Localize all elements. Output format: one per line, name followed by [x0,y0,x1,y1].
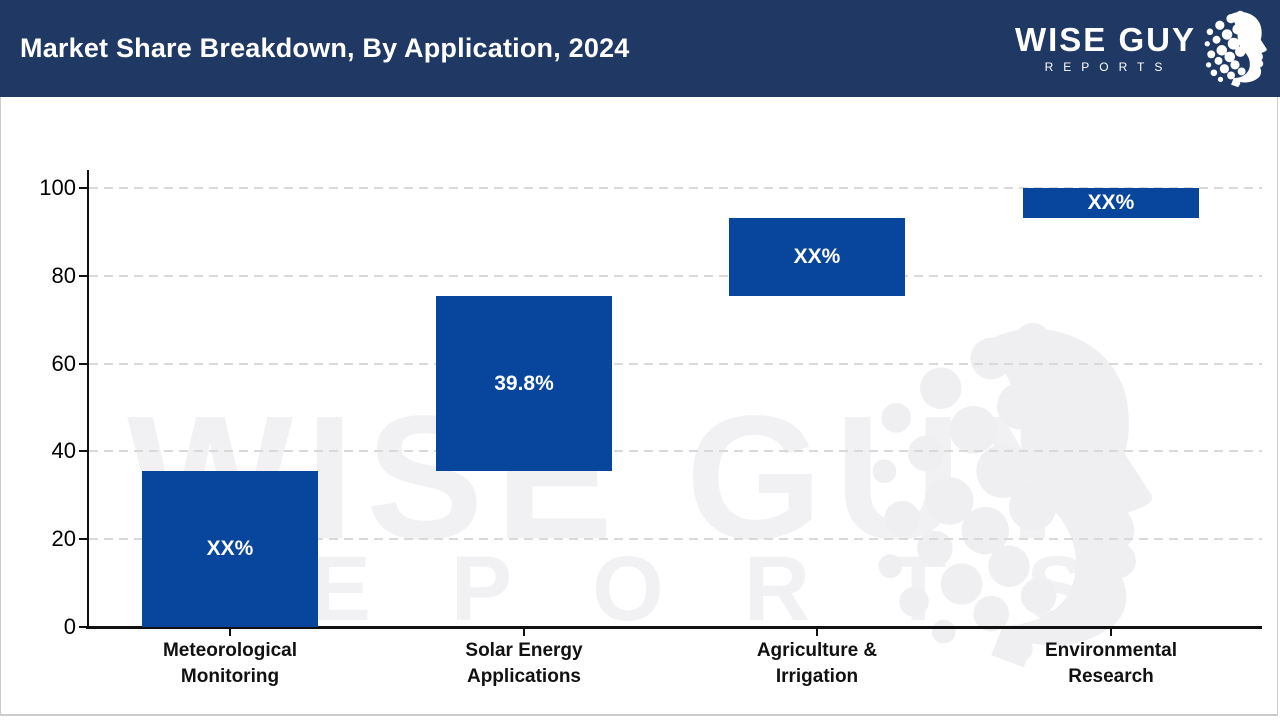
page-title: Market Share Breakdown, By Application, … [20,33,630,63]
x-category-label-line: Applications [466,666,581,687]
bar-value-label: XX% [793,245,841,269]
x-tick-mark [816,629,818,636]
bar-value-label: XX% [206,537,254,561]
y-axis-line [87,170,89,629]
logo-wordmark: WISE GUY REPORTS [1014,21,1196,75]
y-tick-label: 40 [51,438,76,464]
y-gridline [89,187,1262,189]
waterfall-bar: XX% [1023,188,1199,219]
y-gridline [89,274,1262,277]
x-tick-mark [1110,629,1112,636]
waterfall-bar: XX% [142,471,318,627]
y-tick-label: 80 [51,262,76,288]
y-tick-label: 100 [39,175,76,200]
y-gridline [89,362,1262,365]
x-category-label-line: Monitoring [180,666,280,687]
x-category-label-line: Environmental [1045,640,1177,661]
x-category-label: Meteorological Monitoring [90,638,370,690]
x-category-label-line: Agriculture & [756,640,878,661]
x-tick-mark [523,629,525,636]
y-gridline [89,538,1262,541]
y-tick-mark [79,626,88,628]
y-tick-label: 60 [51,350,76,376]
waterfall-bar: XX% [729,218,905,297]
bar-value-label: XX% [1087,191,1135,215]
y-tick-mark [79,362,88,365]
x-category-label-line: Irrigation [775,666,859,687]
x-category-label: Agriculture & Irrigation [677,638,957,690]
y-tick-label: 20 [51,526,76,552]
waterfall-bar: 39.8% [436,296,612,472]
x-axis-line [86,626,1262,629]
y-tick-mark [79,450,88,453]
y-tick-mark [79,538,88,541]
logo-reports-text: REPORTS [1044,60,1173,74]
header: Market Share Breakdown, By Application, … [0,0,1280,97]
y-tick-label: 0 [63,614,76,639]
y-tick-mark [79,274,88,277]
y-tick-mark [79,187,88,189]
x-category-label-line: Research [1068,666,1154,687]
x-tick-mark [229,629,231,636]
logo-name-text: WISE GUY [1014,21,1196,58]
x-category-label-line: Meteorological [162,640,298,661]
bar-value-label: 39.8% [494,371,554,395]
y-gridline [89,450,1262,453]
x-category-label: Solar Energy Applications [384,638,664,690]
x-category-label-line: Solar Energy [465,640,583,661]
x-category-label: Environmental Research [971,638,1251,690]
wise-guy-logo: WISE GUY REPORTS [1015,0,1268,97]
